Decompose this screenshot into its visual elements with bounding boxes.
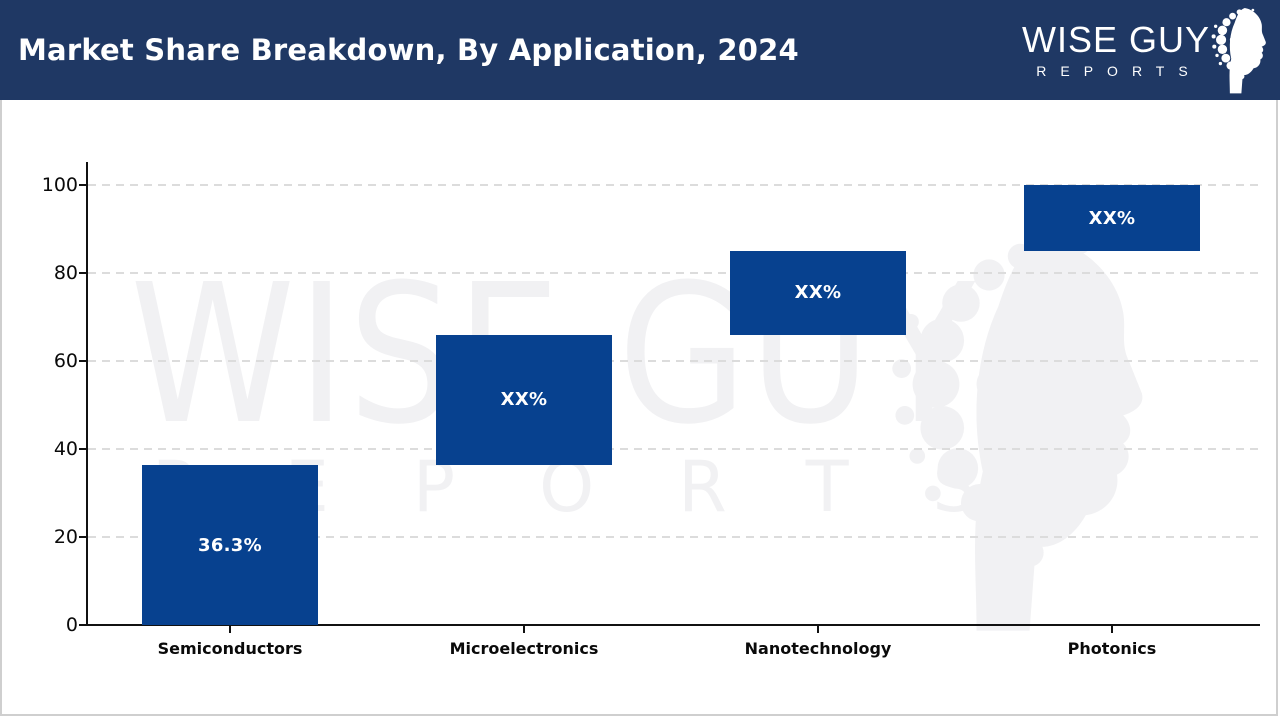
x-category-label-photonics: Photonics: [1067, 639, 1157, 658]
x-category-label-nanotechnology: Nanotechnology: [744, 639, 892, 658]
page-title: Market Share Breakdown, By Application, …: [18, 33, 799, 67]
gridline-y-60: [88, 360, 1258, 362]
y-tick-label-80: 80: [53, 262, 78, 284]
x-axis-tick-3: [817, 626, 819, 633]
y-axis-tick-20: [79, 536, 86, 538]
bar-value-label: XX%: [1088, 207, 1136, 229]
x-category-label-semiconductors: Semiconductors: [157, 639, 303, 658]
y-axis-tick-80: [79, 272, 86, 274]
y-tick-label-60: 60: [53, 350, 78, 372]
gridline-y-100: [88, 184, 1258, 186]
header: Market Share Breakdown, By Application, …: [0, 0, 1280, 100]
wise-guy-logo: WISE GUY REPORTS: [1022, 0, 1272, 100]
x-category-label-microelectronics: Microelectronics: [449, 639, 599, 658]
bar-value-label: XX%: [794, 282, 842, 304]
y-axis-tick-0: [79, 624, 86, 626]
x-axis-tick-4: [1111, 626, 1113, 633]
bar-value-label: XX%: [500, 389, 548, 411]
gridline-y-40: [88, 448, 1258, 450]
y-axis-tick-40: [79, 448, 86, 450]
logo-subtext: REPORTS: [1036, 63, 1202, 79]
bar-value-label: 36.3%: [198, 534, 262, 556]
y-tick-label-40: 40: [53, 438, 78, 460]
y-axis-tick-60: [79, 360, 86, 362]
logo-head-profile-icon: [1211, 8, 1266, 94]
bar-microelectronics: XX%: [436, 334, 612, 466]
x-axis-line: [86, 624, 1260, 626]
gridline-y-20: [88, 536, 1258, 538]
y-tick-label-20: 20: [53, 526, 78, 548]
x-axis-tick-2: [523, 626, 525, 633]
bar-nanotechnology: XX%: [730, 251, 906, 335]
y-axis-tick-100: [79, 184, 86, 186]
logo-wordmark: WISE GUY: [1021, 19, 1210, 60]
y-tick-label-100: 100: [41, 174, 78, 196]
logo-text: WISE GUY REPORTS: [1021, 19, 1210, 79]
bar-photonics: XX%: [1024, 185, 1200, 251]
gridline-y-80: [88, 272, 1258, 274]
x-axis-tick-1: [229, 626, 231, 633]
y-tick-label-0: 0: [65, 614, 78, 636]
y-axis-spine: [86, 162, 88, 625]
bar-semiconductors: 36.3%: [142, 465, 318, 625]
